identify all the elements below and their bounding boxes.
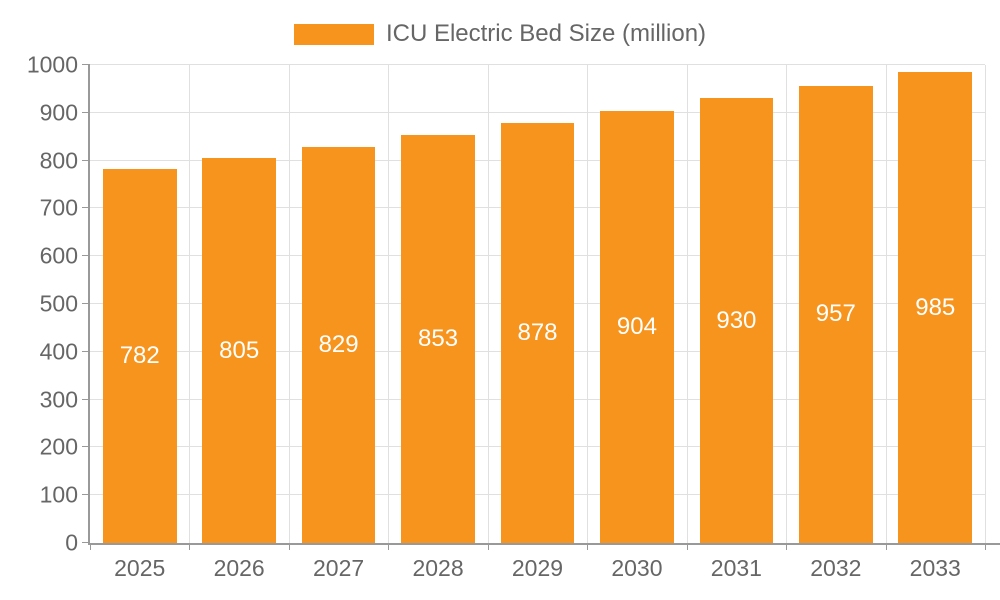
y-axis-tick-label: 600 xyxy=(39,242,78,269)
x-axis-tick-label: 2030 xyxy=(611,555,663,581)
bar-value-label: 985 xyxy=(915,293,956,321)
y-axis-tick xyxy=(82,255,90,257)
x-axis-tick-label: 2033 xyxy=(909,555,961,581)
y-axis-tick xyxy=(82,64,90,65)
bar-value-label: 805 xyxy=(219,336,260,364)
bar[interactable]: 904 xyxy=(600,110,674,543)
y-axis-tick-label: 300 xyxy=(39,386,78,413)
bar[interactable]: 782 xyxy=(102,169,177,543)
gridline-vertical xyxy=(487,65,489,543)
y-axis-tick xyxy=(82,159,90,161)
gridline-vertical xyxy=(587,65,589,543)
x-axis-line xyxy=(88,543,1000,545)
legend[interactable]: ICU Electric Bed Size (million) xyxy=(0,20,1000,48)
legend-label[interactable]: ICU Electric Bed Size (million) xyxy=(385,20,707,47)
x-axis-tick xyxy=(487,543,489,550)
x-axis-tick xyxy=(885,543,887,550)
legend-swatch[interactable] xyxy=(293,23,374,45)
x-axis-tick xyxy=(985,543,986,550)
y-axis-tick-label: 700 xyxy=(39,194,78,221)
bar[interactable]: 805 xyxy=(202,158,276,543)
y-axis-tick xyxy=(82,111,90,113)
plot-area: 0 100 200 300 400 500 600 700 800 900 1000 2025 2026… xyxy=(27,53,1000,580)
gridline-horizontal xyxy=(90,111,985,113)
gridline-vertical xyxy=(786,65,788,543)
y-axis-tick xyxy=(82,494,90,496)
y-axis-tick-label: 100 xyxy=(39,481,78,508)
x-axis-tick-label: 2027 xyxy=(313,555,365,581)
bar-value-label: 829 xyxy=(318,330,359,358)
y-axis-tick xyxy=(82,303,90,304)
x-axis-tick-label: 2026 xyxy=(213,555,265,581)
bar-value-label: 782 xyxy=(119,342,160,370)
y-axis-tick xyxy=(82,446,90,448)
bar-value-label: 878 xyxy=(517,319,558,347)
x-axis-tick xyxy=(686,543,688,550)
bar-value-label: 904 xyxy=(616,312,657,340)
x-axis-tick xyxy=(388,543,390,550)
bar[interactable]: 853 xyxy=(401,135,475,543)
bar-value-label: 930 xyxy=(716,306,757,334)
x-axis-tick xyxy=(288,543,290,550)
y-axis-tick-label: 200 xyxy=(39,433,78,460)
gridline-vertical xyxy=(885,65,887,543)
gridline-vertical xyxy=(288,65,290,543)
bar[interactable]: 957 xyxy=(799,85,873,543)
y-axis-tick-label: 0 xyxy=(65,529,78,556)
bar[interactable]: 829 xyxy=(301,146,376,543)
y-axis-tick xyxy=(82,542,90,543)
gridline-vertical xyxy=(189,65,191,543)
x-axis-tick xyxy=(90,543,91,550)
x-axis-tick xyxy=(189,543,191,550)
y-axis-tick-label: 1000 xyxy=(26,51,78,78)
y-axis-tick-label: 400 xyxy=(39,338,78,365)
x-axis-tick-label: 2031 xyxy=(710,555,762,581)
x-axis-tick-label: 2025 xyxy=(114,555,166,581)
x-axis-tick-label: 2032 xyxy=(810,555,862,581)
bar-value-label: 957 xyxy=(815,300,856,328)
bar[interactable]: 985 xyxy=(898,72,973,543)
y-axis-tick xyxy=(82,350,90,352)
x-axis-tick-label: 2029 xyxy=(511,555,564,581)
y-axis-tick xyxy=(82,207,90,209)
y-axis-tick-label: 500 xyxy=(39,290,78,317)
x-axis-tick-label: 2028 xyxy=(412,555,464,581)
x-axis-tick xyxy=(786,543,788,550)
y-axis-tick xyxy=(82,398,90,400)
bar[interactable]: 878 xyxy=(500,123,575,543)
y-axis-tick-label: 900 xyxy=(39,99,78,126)
x-axis-tick xyxy=(587,543,589,550)
gridline-vertical xyxy=(985,65,986,543)
bar[interactable]: 930 xyxy=(699,98,774,543)
gridline-vertical xyxy=(388,65,390,543)
gridline-vertical xyxy=(686,65,688,543)
gridline-horizontal xyxy=(90,64,985,65)
y-axis-tick-label: 800 xyxy=(39,147,78,174)
bar-value-label: 853 xyxy=(418,325,459,353)
